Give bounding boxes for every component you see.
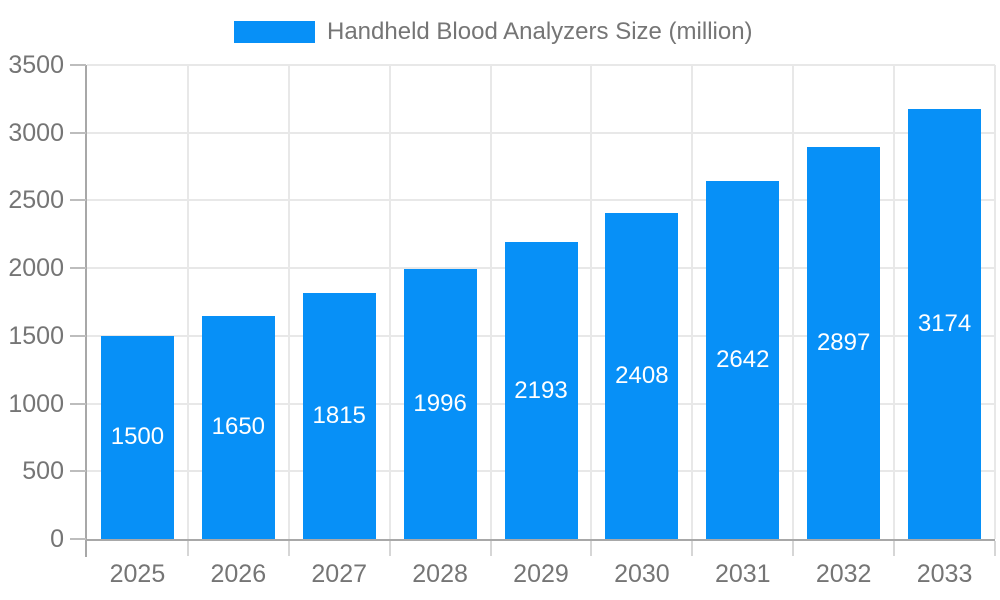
bar-2031[interactable]: 2642 [706, 181, 780, 539]
y-axis-tick-label: 0 [50, 525, 64, 553]
x-axis-tick-mark [994, 541, 996, 556]
y-axis-tick-mark [70, 334, 86, 337]
gridline-vertical [388, 65, 391, 539]
bar-2026[interactable]: 1650 [201, 315, 275, 539]
x-axis-tick-mark [287, 541, 290, 556]
gridline-vertical [994, 65, 996, 539]
x-axis-tick-mark [893, 541, 896, 556]
bar-value-label: 1650 [211, 413, 266, 441]
y-axis-tick-mark [70, 64, 86, 66]
y-axis-tick-label: 3500 [8, 51, 64, 79]
x-axis-tick-mark [489, 541, 492, 556]
legend-label: Handheld Blood Analyzers Size (million) [327, 18, 753, 45]
gridline-vertical [590, 65, 593, 539]
bar-value-label: 1815 [312, 402, 366, 430]
bar-value-label: 2193 [514, 376, 568, 404]
y-axis-tick-label: 2500 [8, 186, 64, 215]
x-axis-tick-mark [590, 541, 593, 556]
gridline-vertical [287, 65, 290, 539]
bar-2027[interactable]: 1815 [302, 293, 376, 539]
x-axis-tick-label: 2027 [311, 560, 368, 588]
bar-2032[interactable]: 2897 [807, 146, 881, 539]
y-axis-tick-mark [70, 131, 86, 134]
gridline-horizontal [87, 199, 995, 202]
legend-swatch-icon [234, 21, 315, 43]
x-axis-tick-mark [388, 541, 391, 556]
gridline-vertical [792, 65, 795, 539]
x-axis-tick-label: 2030 [614, 560, 670, 588]
y-axis-tick-label: 1500 [8, 321, 64, 350]
plot-area: 1500 1650 1815 1996 2193 2408 2642 2897 3174 [87, 64, 996, 539]
gridline-vertical [186, 65, 189, 539]
y-axis-tick-mark [70, 402, 86, 405]
bar-2029[interactable]: 2193 [504, 242, 578, 539]
y-axis-tick-label: 500 [22, 457, 64, 486]
y-axis-line [85, 65, 87, 557]
bar-value-label: 2408 [615, 361, 669, 389]
y-axis-tick-label: 2000 [8, 254, 64, 283]
bar-2030[interactable]: 2408 [605, 212, 679, 539]
gridline-vertical [893, 65, 896, 539]
y-axis-tick-mark [70, 470, 86, 473]
x-axis-tick-label: 2026 [210, 560, 267, 588]
x-axis-tick-label: 2029 [513, 560, 569, 588]
x-axis-tick-label: 2031 [714, 560, 771, 588]
bar-2033[interactable]: 3174 [908, 109, 982, 539]
y-axis-tick-label: 3000 [8, 118, 64, 147]
x-axis-tick-label: 2025 [109, 560, 166, 588]
gridline-horizontal [87, 131, 995, 134]
gridline-vertical [691, 65, 694, 539]
bar-value-label: 2642 [716, 346, 770, 374]
bar-value-label: 1500 [110, 423, 165, 451]
y-axis-tick-mark [70, 199, 86, 202]
y-axis-tick-mark [70, 267, 86, 270]
y-axis-tick-mark [70, 538, 86, 540]
bar-value-label: 2897 [816, 328, 871, 356]
x-axis-tick-label: 2033 [916, 560, 973, 588]
bar-value-label: 3174 [917, 310, 972, 338]
x-axis-tick-label: 2028 [412, 560, 468, 588]
x-axis-line [87, 539, 995, 541]
x-axis-tick-mark [186, 541, 189, 556]
bar-2025[interactable]: 1500 [100, 335, 174, 539]
bar-value-label: 1996 [413, 389, 467, 417]
x-axis-tick-mark [792, 541, 795, 556]
x-axis-tick-label: 2032 [815, 560, 872, 588]
gridline-horizontal [87, 64, 995, 66]
x-axis-tick-mark [691, 541, 694, 556]
chart-legend[interactable]: Handheld Blood Analyzers Size (million) [234, 18, 753, 46]
gridline-vertical [489, 65, 492, 539]
y-axis-tick-label: 1000 [8, 389, 64, 418]
bar-2028[interactable]: 1996 [403, 268, 477, 539]
